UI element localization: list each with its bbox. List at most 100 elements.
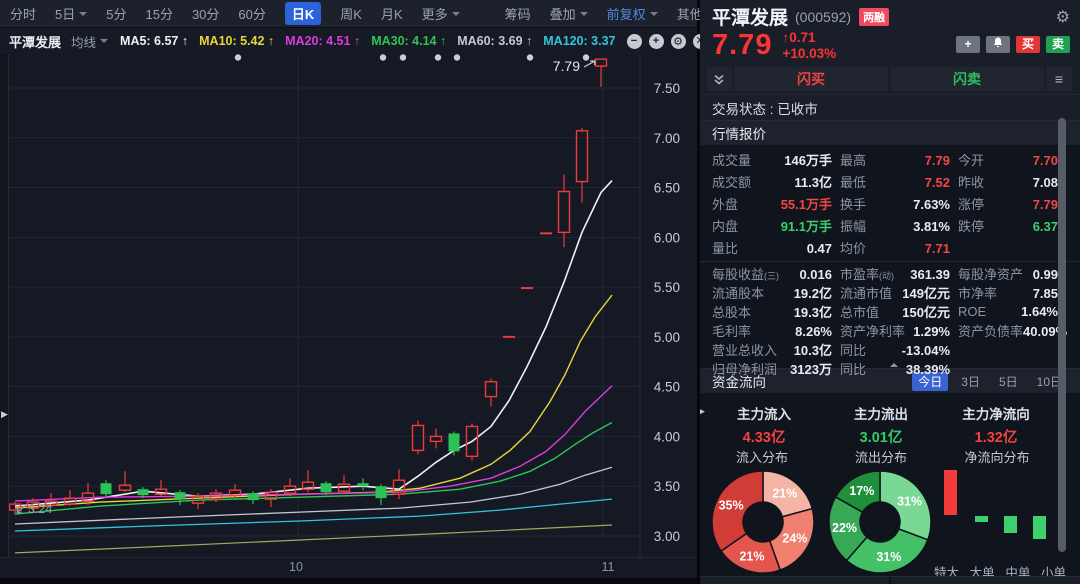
ma-values: MA5: 6.57 ↑ MA10: 5.42 ↑ MA20: 4.51 ↑ MA30:…: [120, 34, 626, 48]
ma-line-ma5: [14, 180, 613, 507]
toolbar-item-60min[interactable]: 60分: [238, 7, 266, 22]
candle-up: [264, 491, 278, 500]
quote-cell: 均价 7.71: [840, 238, 950, 257]
donut-slice-label: 22%: [832, 521, 857, 535]
svg-text:6.00: 6.00: [654, 230, 680, 245]
chart-stock-name: 平潭发展: [9, 34, 62, 50]
quote-label: 总股本: [712, 305, 752, 320]
expand-left-panel-handle[interactable]: ▶: [1, 409, 8, 419]
quote-row: 内盘 91.1万手 振幅 3.81% 跌停 6.37: [700, 214, 1080, 236]
toolbar-item-daily-k[interactable]: 日K: [284, 2, 322, 25]
quote-panel: 平潭发展 (000592) 两融 ⚙ 7.79 ↑0.71 +10.03% + …: [700, 0, 1080, 584]
zoom-out-icon[interactable]: −: [626, 33, 642, 49]
toolbar-item-more[interactable]: 更多: [422, 4, 460, 23]
flow-tab-10日[interactable]: 10日: [1036, 374, 1062, 389]
donut-slice-label: 17%: [849, 484, 874, 498]
quote-value: 149亿元: [902, 286, 950, 301]
high-price-label: 7.79: [553, 58, 580, 74]
quote-label: 成交量: [712, 152, 752, 168]
toolbar-item-chips[interactable]: 筹码: [504, 7, 531, 22]
toolbar-item-5day[interactable]: 5日: [55, 4, 88, 23]
toolbar-item-30min[interactable]: 30分: [191, 7, 220, 22]
candle-up: [191, 495, 205, 504]
double-chevron-down-icon[interactable]: [706, 67, 732, 91]
flow-bar-特大: [944, 470, 957, 515]
collapse-quote-icon[interactable]: [890, 363, 898, 367]
candle-up: [154, 488, 168, 495]
arrow-down-left-icon: [16, 503, 28, 514]
zoom-in-icon[interactable]: +: [648, 33, 664, 49]
quote-row: 毛利率 8.26% 资产净利率 1.29% 资产负债率 40.09%: [700, 321, 1080, 340]
quote-label: 最低: [840, 174, 867, 190]
chart-settings-icon[interactable]: ⚙: [670, 33, 686, 49]
toolbar-item-overlay[interactable]: 叠加: [550, 4, 588, 23]
candle-up: [209, 492, 223, 500]
flow-stat-label: 主力流入: [737, 407, 791, 422]
quote-label: 成交额: [712, 174, 752, 190]
candle-down: [320, 483, 332, 493]
quote-label: 市盈率(动): [840, 267, 895, 282]
flash-buy-button[interactable]: 闪买: [734, 67, 888, 91]
svg-text:6.50: 6.50: [654, 181, 680, 196]
quote-value: 6.37: [1032, 218, 1058, 234]
fund-flow-tabs: 今日 3日 5日 10日: [912, 371, 1068, 391]
toolbar-item-15min[interactable]: 15分: [145, 7, 173, 22]
quote-value: 40.09%: [1023, 324, 1068, 339]
donut-slice: [845, 528, 929, 574]
x-axis-label: 10: [289, 560, 303, 574]
trading-status: 交易状态 : 已收市: [700, 94, 1080, 120]
add-watchlist-button[interactable]: +: [956, 36, 980, 53]
fund-flow-header: 资金流向 今日 3日 5日 10日: [700, 368, 1080, 394]
quote-cell: 同比 -13.04%: [840, 340, 950, 359]
toolbar-item-5min[interactable]: 5分: [106, 7, 127, 22]
quote-value: 1.29%: [913, 324, 950, 339]
divider: [700, 261, 1080, 262]
svg-text:3.50: 3.50: [654, 479, 680, 494]
quote-value: 19.2亿: [793, 286, 832, 301]
quote-cell: 资产净利率 1.29%: [840, 321, 950, 340]
ma-line-ma120: [14, 498, 613, 532]
ma-value-ma30: MA30: 4.14 ↑: [371, 34, 447, 48]
ma-value-ma60: MA60: 3.69 ↑: [457, 34, 533, 48]
toolbar-item-weekly-k[interactable]: 周K: [340, 7, 362, 22]
flow-stat-label: 主力净流向: [962, 407, 1030, 422]
flow-tab-5日[interactable]: 5日: [998, 374, 1018, 389]
candle-down: [448, 433, 460, 452]
toolbar-item-monthly-k[interactable]: 月K: [380, 7, 403, 22]
candle-up: [81, 492, 95, 502]
candle-up: [26, 501, 40, 509]
flow-tab-3日[interactable]: 3日: [961, 374, 980, 389]
donut-slice-label: 31%: [897, 494, 922, 508]
fund-flow-body: 21% 24% 21% 35% 31% 31% 22% 17% 特大 大单 中单 小单 主力流入 4…: [700, 394, 1080, 583]
quote-label: 流通市值: [840, 286, 893, 301]
quote-value: 0.016: [799, 267, 832, 282]
quote-row: 归母净利润 3123万 同比 38.39%: [700, 359, 1080, 378]
quote-cell: 成交额 11.3亿: [712, 172, 832, 191]
candle-down: [247, 493, 259, 501]
toolbar-item-minute[interactable]: 分时: [10, 7, 37, 22]
quick-trade-row: 闪买 闪卖 ≡: [706, 67, 1072, 91]
arrow-up-right-icon: [583, 60, 596, 68]
toolbar-item-forward-adjust[interactable]: 前复权: [607, 4, 658, 23]
collapse-right-panel-handle[interactable]: ▶: [700, 406, 705, 416]
quote-value: 3.81%: [913, 218, 950, 234]
scrollbar-thumb[interactable]: [1058, 118, 1066, 552]
flow-tab-今日[interactable]: 今日: [912, 371, 949, 391]
menu-icon[interactable]: ≡: [1046, 67, 1072, 91]
quote-value: 361.39: [910, 267, 950, 282]
x-axis-label: 11: [601, 560, 615, 574]
quote-cell: 量比 0.47: [712, 238, 832, 257]
buy-button[interactable]: 买: [1016, 36, 1040, 53]
ma-dropdown[interactable]: 均线: [71, 32, 109, 51]
ma-value-ma120: MA120: 3.37: [543, 34, 616, 48]
flash-sell-button[interactable]: 闪卖: [890, 67, 1044, 91]
candle-up: [557, 190, 571, 234]
sell-button[interactable]: 卖: [1046, 36, 1070, 53]
candlestick-chart[interactable]: 7.50 7.00 6.50 6.00 5.50 5.00 4.50 4.00 3.50 3.00…: [0, 54, 697, 557]
panel-settings-icon[interactable]: ⚙: [1055, 7, 1070, 26]
quote-value: 11.3亿: [794, 174, 832, 190]
left-collapse-strip: ▶: [0, 54, 9, 557]
alert-bell-button[interactable]: [986, 36, 1010, 53]
ma-line-ma60: [14, 466, 613, 525]
y-axis-labels: 7.50 7.00 6.50 6.00 5.50 5.00 4.50 4.00 3.50 3.00: [654, 81, 680, 544]
